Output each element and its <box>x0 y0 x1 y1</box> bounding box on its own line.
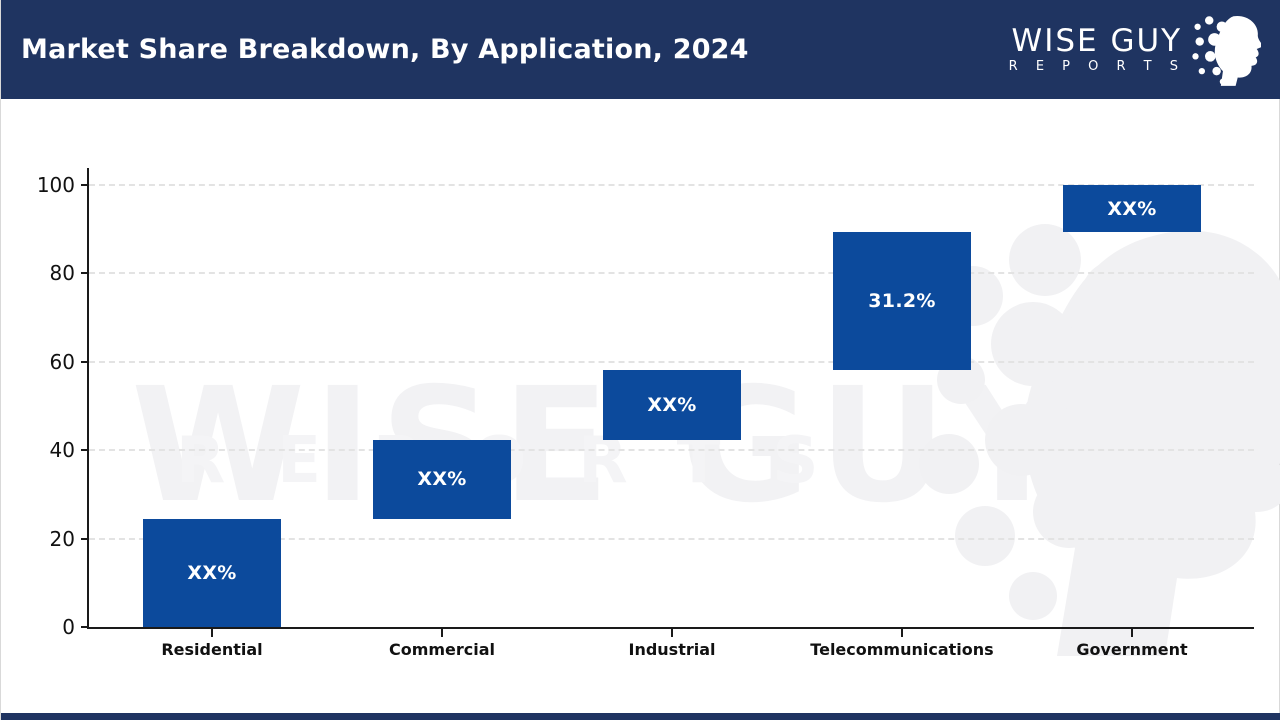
y-tick-mark-40 <box>81 449 89 452</box>
y-tick-label-0: 0 <box>62 615 75 639</box>
page-title: Market Share Breakdown, By Application, … <box>21 34 749 65</box>
bar-telecommunications: 31.2% <box>833 232 971 371</box>
watermark-head-icon <box>919 224 1280 656</box>
brand-subtitle: R E P O R T S <box>1008 59 1185 75</box>
gridline-60 <box>89 360 1254 363</box>
x-tick-mark-2 <box>671 629 673 637</box>
bar-government: XX% <box>1063 185 1201 233</box>
y-tick-mark-20 <box>81 537 89 540</box>
x-tick-label-1: Commercial <box>388 640 496 659</box>
bar-residential: XX% <box>143 518 281 627</box>
y-tick-mark-80 <box>81 272 89 275</box>
bar-industrial: XX% <box>603 370 741 441</box>
x-tick-mark-0 <box>211 629 213 637</box>
x-tick-mark-1 <box>441 629 443 637</box>
x-tick-label-0: Residential <box>161 640 263 659</box>
gridline-80 <box>89 272 1254 275</box>
x-tick-mark-3 <box>901 629 903 637</box>
bar-value-label: XX% <box>647 394 697 417</box>
y-tick-label-60: 60 <box>49 349 75 374</box>
y-tick-mark-60 <box>81 360 89 363</box>
x-tick-label-2: Industrial <box>628 640 716 659</box>
bar-value-label: XX% <box>1107 197 1157 220</box>
gridline-100 <box>89 184 1254 186</box>
y-tick-mark-0 <box>81 626 89 628</box>
footer-bar <box>1 713 1280 720</box>
x-tick-label-3: Telecommunications <box>810 640 994 659</box>
bar-value-label: XX% <box>417 468 467 491</box>
brand-name: WISE GUY <box>1011 22 1183 59</box>
y-axis-line <box>87 168 89 629</box>
x-tick-mark-4 <box>1131 629 1133 637</box>
x-tick-label-4: Government <box>1076 640 1188 659</box>
x-axis-line <box>87 627 1254 629</box>
watermark-text-line1: WISE GUY <box>131 354 1078 538</box>
brand-logo: WISE GUY R E P O R T S <box>1009 12 1261 88</box>
bar-value-label: XX% <box>187 561 237 584</box>
y-tick-mark-100 <box>81 184 89 186</box>
y-tick-label-40: 40 <box>49 438 75 463</box>
y-tick-label-100: 100 <box>36 173 75 197</box>
y-tick-label-20: 20 <box>49 526 75 551</box>
header-bar: Market Share Breakdown, By Application, … <box>1 0 1280 99</box>
bar-value-label: 31.2% <box>868 290 936 313</box>
brand-logo-text: WISE GUY R E P O R T S <box>1009 25 1185 75</box>
bar-commercial: XX% <box>373 440 511 519</box>
gridline-20 <box>89 537 1254 540</box>
y-tick-label-80: 80 <box>49 261 75 286</box>
gridline-40 <box>89 449 1254 452</box>
logo-head-icon <box>1192 15 1261 86</box>
